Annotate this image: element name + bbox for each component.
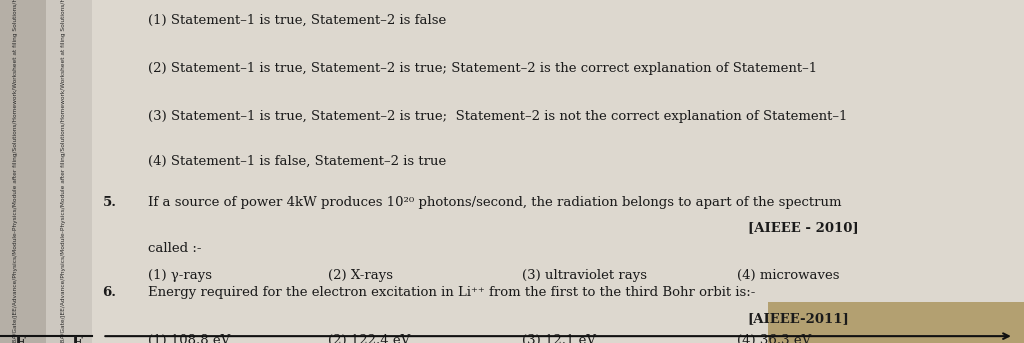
Text: (4) 36.3 eV: (4) 36.3 eV — [737, 334, 812, 343]
Text: (1) Statement–1 is true, Statement–2 is false: (1) Statement–1 is true, Statement–2 is … — [148, 14, 446, 27]
Text: If a source of power 4kW produces 10²⁰ photons/second, the radiation belongs to : If a source of power 4kW produces 10²⁰ p… — [148, 196, 842, 209]
Text: called :-: called :- — [148, 242, 202, 255]
Text: (1) 108.8 eV: (1) 108.8 eV — [148, 334, 230, 343]
Text: (2) Statement–1 is true, Statement–2 is true; Statement–2 is the correct explana: (2) Statement–1 is true, Statement–2 is … — [148, 62, 817, 75]
Text: [AIEEE - 2010]: [AIEEE - 2010] — [748, 221, 858, 234]
Bar — [0, 0, 46, 343]
Text: E: E — [71, 336, 83, 343]
Text: (3) ultraviolet rays: (3) ultraviolet rays — [522, 269, 647, 282]
Text: (2) X-rays: (2) X-rays — [328, 269, 392, 282]
Text: (4) microwaves: (4) microwaves — [737, 269, 840, 282]
Text: [AIEEE-2011]: [AIEEE-2011] — [748, 312, 849, 325]
Text: (3) Statement–1 is true, Statement–2 is true;  Statement–2 is not the correct ex: (3) Statement–1 is true, Statement–2 is … — [148, 110, 848, 123]
Text: (2) 122.4 eV: (2) 122.4 eV — [328, 334, 410, 343]
Text: (4) Statement–1 is false, Statement–2 is true: (4) Statement–1 is false, Statement–2 is… — [148, 154, 446, 167]
Text: nodule01/8020-8A/Gate/JEE/Advance/Physics/Module-Physics/Module after filing/Sol: nodule01/8020-8A/Gate/JEE/Advance/Physic… — [61, 0, 66, 343]
Text: nodule01/8020-8A/Gate/JEE/Advance/Physics/Module-Physics/Module after filing/Sol: nodule01/8020-8A/Gate/JEE/Advance/Physic… — [13, 0, 17, 343]
Text: 5.: 5. — [102, 196, 117, 209]
Text: (3) 12.1 eV: (3) 12.1 eV — [522, 334, 596, 343]
Bar — [768, 302, 1024, 343]
Bar — [46, 0, 92, 343]
Text: (1) γ-rays: (1) γ-rays — [148, 269, 213, 282]
Text: Energy required for the electron excitation in Li⁺⁺ from the first to the third : Energy required for the electron excitat… — [148, 286, 756, 299]
Text: E: E — [14, 336, 27, 343]
Text: 6.: 6. — [102, 286, 117, 299]
